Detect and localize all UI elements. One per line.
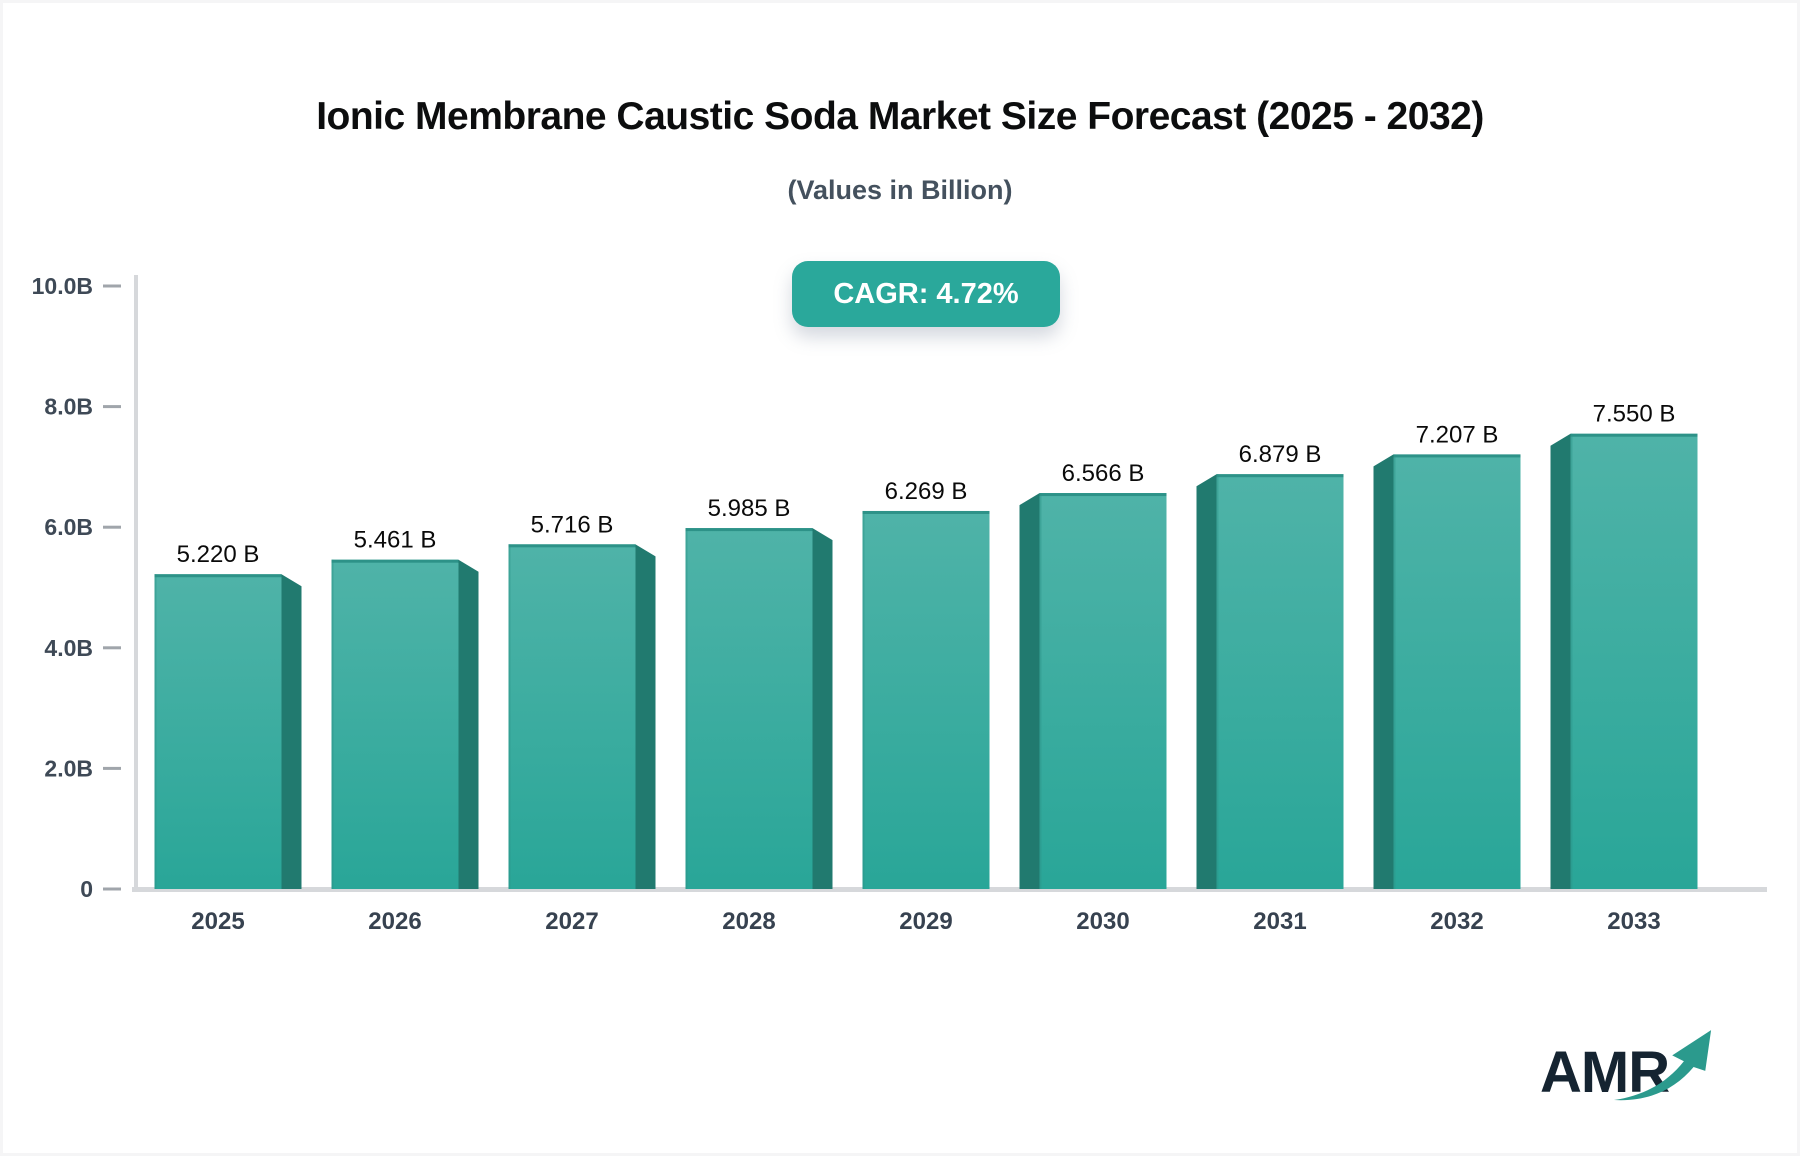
bar-front-face bbox=[1039, 493, 1167, 889]
bar-value-label: 5.220 B bbox=[177, 541, 260, 568]
y-tick-label: 6.0B bbox=[44, 514, 93, 540]
bar-side-face bbox=[458, 559, 479, 889]
x-axis-line bbox=[132, 887, 1767, 892]
x-tick-label: 2033 bbox=[1607, 908, 1660, 935]
y-tick bbox=[103, 646, 121, 650]
bar-left-edge bbox=[1039, 493, 1042, 889]
chart-title: Ionic Membrane Caustic Soda Market Size … bbox=[316, 95, 1484, 138]
bar-front-face bbox=[862, 510, 990, 889]
bar-side-face bbox=[1550, 433, 1571, 889]
bar-value-label: 7.207 B bbox=[1416, 421, 1499, 448]
bar-side-face bbox=[635, 544, 656, 889]
x-tick-label: 2027 bbox=[545, 908, 598, 935]
bar bbox=[508, 544, 656, 889]
bar bbox=[685, 528, 833, 889]
bar-chart-canvas: 10.0B 8.0B 6.0B 4.0B 2.0B 0 5.220 B 2025 5.461 B… bbox=[32, 273, 1767, 935]
bar-value-label: 6.269 B bbox=[885, 478, 968, 505]
y-tick-label: 4.0B bbox=[44, 635, 93, 661]
bar-left-edge bbox=[862, 510, 865, 889]
x-tick-label: 2029 bbox=[899, 908, 952, 935]
x-tick-label: 2026 bbox=[368, 908, 421, 935]
bar bbox=[154, 574, 302, 889]
bar-left-edge bbox=[685, 528, 688, 889]
bar-left-edge bbox=[1570, 433, 1573, 889]
bar-left-edge bbox=[154, 574, 157, 889]
y-tick bbox=[103, 525, 121, 529]
growth-arrow-icon bbox=[1613, 1030, 1712, 1101]
bar-side-face bbox=[281, 574, 302, 889]
y-tick-label: 10.0B bbox=[32, 273, 93, 299]
bar-side-face bbox=[1196, 474, 1217, 889]
bar-left-edge bbox=[1216, 474, 1219, 889]
bar-left-edge bbox=[1393, 454, 1396, 889]
bar-value-label: 6.879 B bbox=[1239, 441, 1322, 468]
x-tick-label: 2025 bbox=[191, 908, 244, 935]
bar-value-label: 7.550 B bbox=[1593, 401, 1676, 428]
bar-top-edge bbox=[862, 510, 990, 514]
x-tick-label: 2032 bbox=[1430, 908, 1483, 935]
amr-logo: AMR bbox=[1540, 1030, 1760, 1139]
bar-left-edge bbox=[508, 544, 511, 889]
bar-top-edge bbox=[1216, 474, 1344, 478]
bar bbox=[1550, 433, 1698, 889]
bar-top-edge bbox=[1039, 493, 1167, 497]
y-tick-label: 8.0B bbox=[44, 394, 93, 420]
bar bbox=[1373, 454, 1521, 889]
cagr-badge: CAGR: 4.72% bbox=[792, 261, 1060, 327]
cagr-badge-label: CAGR: 4.72% bbox=[833, 277, 1019, 310]
bar-top-edge bbox=[508, 544, 636, 548]
y-tick bbox=[103, 887, 121, 891]
bar bbox=[862, 510, 990, 889]
y-tick-label: 0 bbox=[80, 876, 93, 902]
bar-value-label: 5.716 B bbox=[531, 511, 614, 538]
bar-chart: 10.0B 8.0B 6.0B 4.0B 2.0B 0 5.220 B 2025 5.461 B… bbox=[3, 3, 1797, 1153]
y-tick bbox=[103, 766, 121, 770]
bar bbox=[331, 559, 479, 889]
bar-value-label: 5.461 B bbox=[354, 527, 437, 554]
x-tick-label: 2028 bbox=[722, 908, 775, 935]
bar-side-face bbox=[1373, 454, 1394, 889]
y-tick bbox=[103, 284, 121, 288]
y-tick-label: 2.0B bbox=[44, 755, 93, 781]
bar-value-label: 5.985 B bbox=[708, 495, 791, 522]
bar-front-face bbox=[1216, 474, 1344, 889]
bar-side-face bbox=[1019, 493, 1040, 889]
bar-top-edge bbox=[331, 559, 459, 563]
y-axis-line bbox=[134, 275, 138, 892]
bar-top-edge bbox=[1570, 433, 1698, 437]
x-tick-label: 2031 bbox=[1253, 908, 1306, 935]
bar bbox=[1019, 493, 1167, 889]
bar-front-face bbox=[331, 559, 459, 889]
bar-front-face bbox=[1570, 433, 1698, 889]
bar bbox=[1196, 474, 1344, 889]
bar-top-edge bbox=[1393, 454, 1521, 458]
y-tick bbox=[103, 405, 121, 409]
bar-side-face bbox=[812, 528, 833, 889]
bar-front-face bbox=[508, 544, 636, 889]
chart-subtitle: (Values in Billion) bbox=[787, 175, 1013, 205]
x-tick-label: 2030 bbox=[1076, 908, 1129, 935]
bar-front-face bbox=[154, 574, 282, 889]
bar-value-label: 6.566 B bbox=[1062, 460, 1145, 487]
bar-top-edge bbox=[685, 528, 813, 532]
bar-top-edge bbox=[154, 574, 282, 578]
bar-front-face bbox=[1393, 454, 1521, 889]
bar-front-face bbox=[685, 528, 813, 889]
bar-left-edge bbox=[331, 559, 334, 889]
